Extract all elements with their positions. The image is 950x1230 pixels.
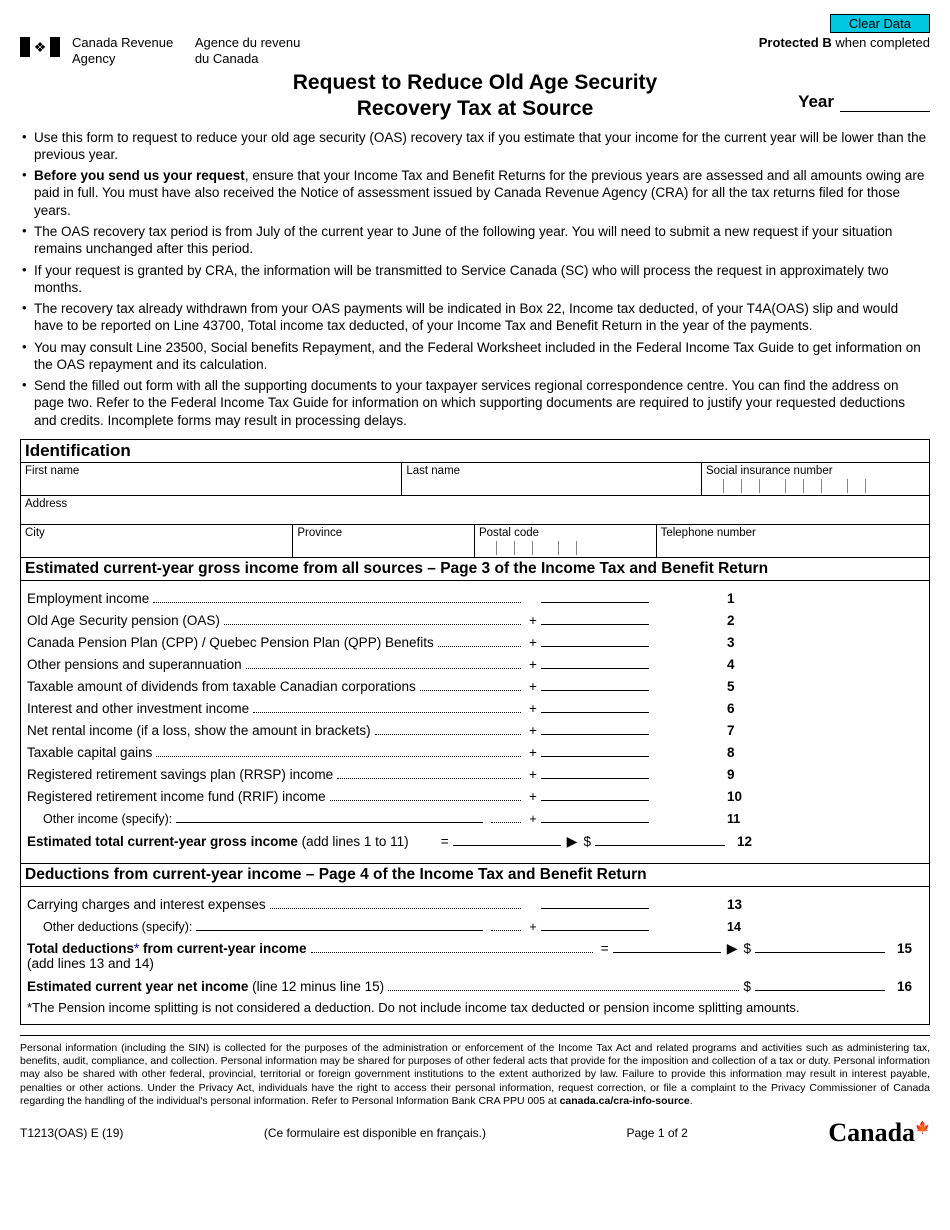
arrow-icon: ▶	[727, 940, 738, 957]
amount-input[interactable]	[541, 633, 649, 647]
line-number: 9	[727, 767, 753, 782]
other-specify-input[interactable]	[196, 917, 483, 931]
amount-input[interactable]	[541, 743, 649, 757]
amount-input[interactable]	[541, 699, 649, 713]
protected-marking: Protected B when completed	[759, 35, 930, 50]
line-number: 1	[727, 591, 753, 606]
income-heading: Estimated current-year gross income from…	[20, 558, 930, 581]
line-label: Carrying charges and interest expenses	[27, 897, 266, 912]
canada-wordmark: Canada🍁	[828, 1118, 930, 1148]
line-label: Employment income	[27, 591, 149, 606]
net-amount-input[interactable]	[755, 977, 885, 991]
page-number: Page 1 of 2	[626, 1126, 687, 1140]
instruction-item: Before you send us your request, ensure …	[22, 167, 928, 219]
line-number: 16	[897, 979, 923, 994]
total-amount-input[interactable]	[595, 832, 725, 846]
page-title: Request to Reduce Old Age SecurityRecove…	[293, 70, 657, 123]
deductions-footnote: *The Pension income splitting is not con…	[27, 1000, 923, 1016]
privacy-notice: Personal information (including the SIN)…	[20, 1035, 930, 1108]
instruction-item: You may consult Line 23500, Social benef…	[22, 339, 928, 374]
line-label: Canada Pension Plan (CPP) / Quebec Pensi…	[27, 635, 434, 650]
first-name-field[interactable]: First name	[21, 463, 402, 495]
income-lines: Employment income 1 Old Age Security pensi…	[20, 581, 930, 864]
french-notice: (Ce formulaire est disponible en françai…	[264, 1126, 486, 1140]
line-number: 4	[727, 657, 753, 672]
other-deductions-label: Other deductions (specify):	[43, 920, 192, 934]
instruction-item: If your request is granted by CRA, the i…	[22, 262, 928, 297]
province-field[interactable]: Province	[293, 525, 475, 557]
amount-input[interactable]	[541, 655, 649, 669]
total-amount-input[interactable]	[755, 939, 885, 953]
line-label: Taxable amount of dividends from taxable…	[27, 679, 416, 694]
line-number: 2	[727, 613, 753, 628]
instruction-item: The OAS recovery tax period is from July…	[22, 223, 928, 258]
agency-fr-2: du Canada	[195, 51, 259, 66]
phone-field[interactable]: Telephone number	[657, 525, 929, 557]
line-number: 8	[727, 745, 753, 760]
identification-grid: First name Last name Social insurance nu…	[20, 462, 930, 558]
other-specify-input[interactable]	[176, 809, 483, 823]
amount-input[interactable]	[541, 787, 649, 801]
line-number: 12	[737, 834, 763, 849]
form-number: T1213(OAS) E (19)	[20, 1126, 123, 1140]
amount-input[interactable]	[613, 939, 721, 953]
line-number: 14	[727, 920, 753, 934]
agency-name: Canada RevenueAgency Agence du revenudu …	[72, 35, 318, 66]
agency-en-2: Agency	[72, 51, 115, 66]
amount-input[interactable]	[541, 765, 649, 779]
year-input[interactable]	[840, 96, 930, 112]
last-name-field[interactable]: Last name	[402, 463, 702, 495]
address-field[interactable]: Address	[21, 496, 929, 524]
agency-en-1: Canada Revenue	[72, 35, 173, 50]
instruction-item: The recovery tax already withdrawn from …	[22, 300, 928, 335]
line-number: 11	[727, 812, 753, 826]
amount-input[interactable]	[541, 917, 649, 931]
line-number: 6	[727, 701, 753, 716]
line-label: Net rental income (if a loss, show the a…	[27, 723, 371, 738]
net-income-label: Estimated current year net income (line …	[27, 979, 384, 994]
instruction-item: Send the filled out form with all the su…	[22, 377, 928, 429]
amount-input[interactable]	[453, 832, 561, 846]
amount-input[interactable]	[541, 809, 649, 823]
line-label: Registered retirement income fund (RRIF)…	[27, 789, 326, 804]
line-label: Interest and other investment income	[27, 701, 249, 716]
line-label: Registered retirement savings plan (RRSP…	[27, 767, 333, 782]
deductions-heading: Deductions from current-year income – Pa…	[20, 864, 930, 887]
amount-input[interactable]	[541, 721, 649, 735]
clear-data-button[interactable]: Clear Data	[830, 14, 930, 33]
total-deductions-label: Total deductions* from current-year inco…	[27, 941, 307, 971]
arrow-icon: ▶	[567, 833, 578, 850]
city-field[interactable]: City	[21, 525, 293, 557]
canada-fip-flag-icon: ❖	[20, 37, 60, 57]
instructions-list: Use this form to request to reduce your …	[20, 129, 930, 429]
header: ❖ Canada RevenueAgency Agence du revenud…	[20, 35, 930, 66]
instruction-item: Use this form to request to reduce your …	[22, 129, 928, 164]
amount-input[interactable]	[541, 895, 649, 909]
total-income-label: Estimated total current-year gross incom…	[27, 834, 409, 849]
deductions-lines: Carrying charges and interest expenses 1…	[20, 887, 930, 1025]
line-number: 7	[727, 723, 753, 738]
line-number: 10	[727, 789, 753, 804]
other-income-label: Other income (specify):	[43, 812, 172, 826]
line-label: Taxable capital gains	[27, 745, 152, 760]
sin-field[interactable]: Social insurance number	[702, 463, 929, 495]
amount-input[interactable]	[541, 589, 649, 603]
year-label: Year	[798, 92, 930, 112]
line-number: 5	[727, 679, 753, 694]
line-number: 3	[727, 635, 753, 650]
line-label: Old Age Security pension (OAS)	[27, 613, 220, 628]
line-number: 15	[897, 941, 923, 956]
line-number: 13	[727, 897, 753, 912]
amount-input[interactable]	[541, 677, 649, 691]
page-footer: T1213(OAS) E (19) (Ce formulaire est dis…	[20, 1118, 930, 1148]
postal-field[interactable]: Postal code	[475, 525, 657, 557]
line-label: Other pensions and superannuation	[27, 657, 242, 672]
agency-fr-1: Agence du revenu	[195, 35, 301, 50]
amount-input[interactable]	[541, 611, 649, 625]
identification-heading: Identification	[20, 439, 930, 462]
